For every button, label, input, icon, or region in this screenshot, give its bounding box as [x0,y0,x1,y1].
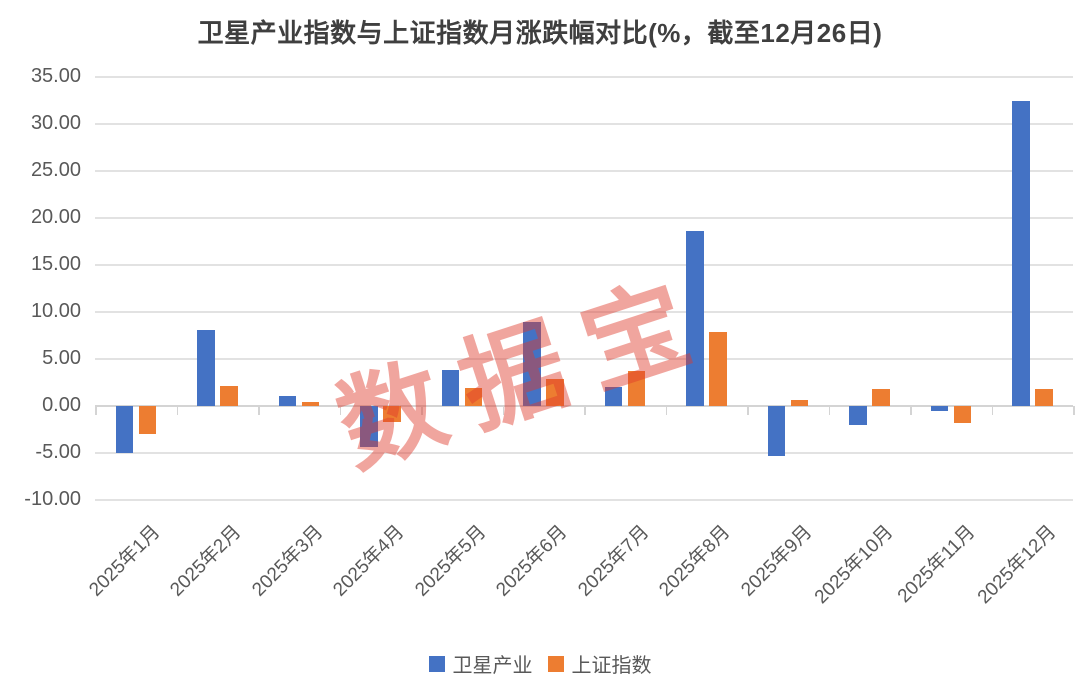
sse-bar [953,406,971,423]
x-tick-mark [95,406,97,415]
y-tick-label: 0.00 [42,394,81,416]
y-tick-label: 5.00 [42,347,81,369]
sse-bar [138,406,156,435]
gridline [95,76,1073,78]
x-tick-mark [747,406,749,415]
sse-bar [872,389,890,406]
x-tick-mark [665,406,667,415]
gridline [95,170,1073,172]
y-tick-label: 35.00 [30,65,81,87]
x-tick-mark [421,406,423,415]
y-tick-label: -10.00 [24,488,81,510]
sse-bar [1035,389,1053,406]
satellite-bar [686,231,704,406]
x-tick-mark [339,406,341,415]
legend-item: 上证指数 [547,649,652,678]
satellite-bar [604,387,622,406]
gridline [95,499,1073,501]
x-tick-mark [1073,406,1075,415]
satellite-bar [278,395,296,406]
gridline [95,123,1073,125]
y-tick-label: 15.00 [30,253,81,275]
sse-bar [383,406,401,422]
sse-bar [709,331,727,406]
x-tick-mark [910,406,912,415]
satellite-bar [767,406,785,456]
x-tick-mark [502,406,504,415]
satellite-bar [523,322,541,406]
satellite-bar [930,406,948,411]
satellite-bar [115,406,133,453]
chart-title: 卫星产业指数与上证指数月涨跌幅对比(%，截至12月26日) [197,18,883,48]
sse-bar [790,400,808,406]
gridline [95,311,1073,313]
legend-swatch-icon [547,655,564,672]
y-tick-label: 20.00 [30,206,81,228]
legend-item: 卫星产业 [428,649,533,678]
sse-bar [627,371,645,406]
gridline [95,264,1073,266]
legend-swatch-icon [428,655,445,672]
gridline [95,452,1073,454]
sse-bar [220,386,238,406]
sse-bar [301,402,319,406]
y-tick-label: 25.00 [30,159,81,181]
gridline [95,217,1073,219]
y-tick-label: -5.00 [35,441,81,463]
satellite-bar [849,406,867,425]
sse-bar [546,378,564,406]
y-tick-label: 30.00 [30,112,81,134]
x-tick-mark [828,406,830,415]
sse-bar [464,388,482,406]
legend-label: 卫星产业 [452,655,533,677]
satellite-bar [441,370,459,406]
satellite-bar [1012,100,1030,406]
y-tick-label: 10.00 [30,300,81,322]
satellite-bar [197,329,215,406]
satellite-bar [360,406,378,448]
x-tick-mark [258,406,260,415]
gridline [95,358,1073,360]
chart-legend: 卫星产业 上证指数 [0,649,1080,678]
x-tick-mark [584,406,586,415]
legend-label: 上证指数 [571,655,652,677]
x-tick-mark [991,406,993,415]
x-tick-mark [176,406,178,415]
